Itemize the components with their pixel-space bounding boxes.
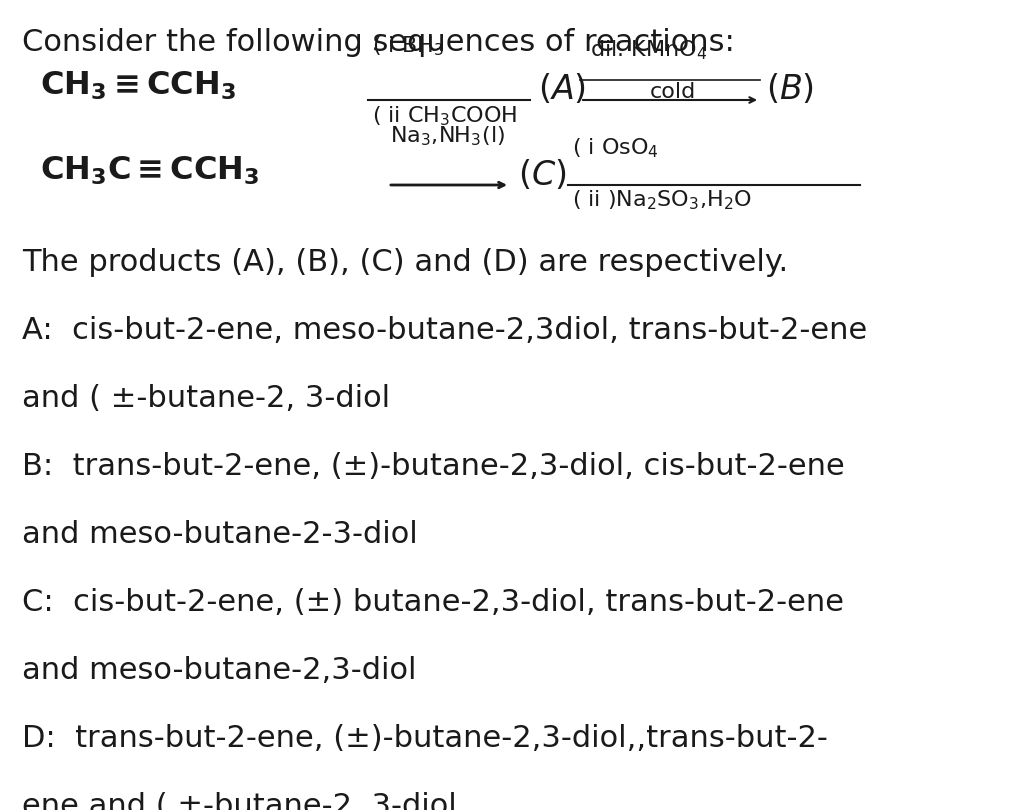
Text: ( i OsO$_4$: ( i OsO$_4$	[572, 136, 658, 160]
Text: dil. KMnO$_4$: dil. KMnO$_4$	[590, 38, 708, 62]
Text: A:  cis-but-2-ene, meso-butane-2,3diol, trans-but-2-ene: A: cis-but-2-ene, meso-butane-2,3diol, t…	[22, 316, 867, 345]
Text: $\mathbf{CH_3 \equiv CCH_3}$: $\mathbf{CH_3 \equiv CCH_3}$	[40, 70, 237, 102]
Text: and ( ±-butane-2, 3-diol: and ( ±-butane-2, 3-diol	[22, 384, 390, 413]
Text: $( B)$: $( B)$	[766, 72, 814, 106]
Text: $\mathbf{CH_3C \equiv CCH_3}$: $\mathbf{CH_3C \equiv CCH_3}$	[40, 155, 260, 187]
Text: Na$_3$,NH$_3$(l): Na$_3$,NH$_3$(l)	[390, 125, 505, 148]
Text: $(A)$: $(A)$	[538, 72, 586, 106]
Text: ( ii )Na$_2$SO$_3$,H$_2$O: ( ii )Na$_2$SO$_3$,H$_2$O	[572, 188, 752, 211]
Text: C:  cis-but-2-ene, (±) butane-2,3-diol, trans-but-2-ene: C: cis-but-2-ene, (±) butane-2,3-diol, t…	[22, 588, 844, 617]
Text: Consider the following sequences of reactions:: Consider the following sequences of reac…	[22, 28, 735, 57]
Text: ( ii CH$_3$COOH: ( ii CH$_3$COOH	[372, 104, 517, 128]
Text: ene and ( ±-butane-2, 3-diol: ene and ( ±-butane-2, 3-diol	[22, 792, 457, 810]
Text: The products (A), (B), (C) and (D) are respectively.: The products (A), (B), (C) and (D) are r…	[22, 248, 788, 277]
Text: cold: cold	[650, 82, 696, 102]
Text: and meso-butane-2-3-diol: and meso-butane-2-3-diol	[22, 520, 418, 549]
Text: ( i BH$_3$: ( i BH$_3$	[372, 34, 443, 58]
Text: and meso-butane-2,3-diol: and meso-butane-2,3-diol	[22, 656, 417, 685]
Text: D:  trans-but-2-ene, (±)-butane-2,3-diol,,trans-but-2-: D: trans-but-2-ene, (±)-butane-2,3-diol,…	[22, 724, 827, 753]
Text: B:  trans-but-2-ene, (±)-butane-2,3-diol, cis-but-2-ene: B: trans-but-2-ene, (±)-butane-2,3-diol,…	[22, 452, 845, 481]
Text: $(C)$: $(C)$	[518, 158, 566, 192]
